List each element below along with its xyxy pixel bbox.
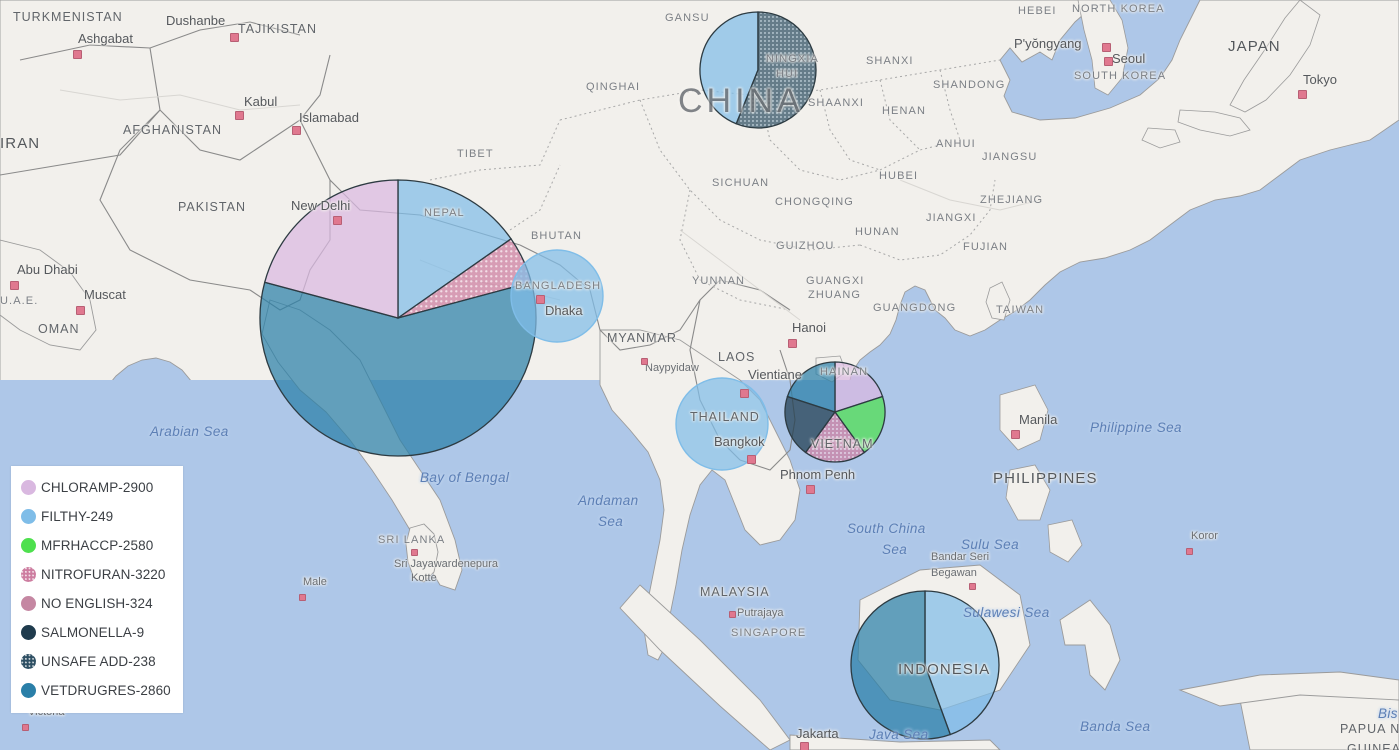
pie-slice[interactable] xyxy=(675,377,769,471)
legend-swatch-icon xyxy=(21,480,36,495)
legend-item-label: CHLORAMP-2900 xyxy=(41,480,154,495)
legend-panel[interactable]: CHLORAMP-2900 FILTHY-249 MFRHACCP-2580 NITR… xyxy=(11,466,183,713)
city-marker-dot xyxy=(747,455,756,464)
pie-slice[interactable] xyxy=(924,590,1000,736)
city-marker-dot xyxy=(73,50,82,59)
city-marker-dot xyxy=(969,583,976,590)
pie-slice[interactable] xyxy=(263,179,399,319)
legend-item-salmonella[interactable]: SALMONELLA-9 xyxy=(21,618,175,647)
legend-item-nitrofuran[interactable]: NITROFURAN-3220 xyxy=(21,560,175,589)
city-marker-dot xyxy=(411,549,418,556)
legend-item-label: SALMONELLA-9 xyxy=(41,625,145,640)
city-marker-dot xyxy=(22,724,29,731)
city-marker-dot xyxy=(76,306,85,315)
legend-item-label: FILTHY-249 xyxy=(41,509,114,524)
legend-item-filthy[interactable]: FILTHY-249 xyxy=(21,502,175,531)
city-marker-dot xyxy=(641,358,648,365)
legend-item-chloramp[interactable]: CHLORAMP-2900 xyxy=(21,473,175,502)
legend-item-vetdrugres[interactable]: VETDRUGRES-2860 xyxy=(21,676,175,705)
city-marker-dot xyxy=(1298,90,1307,99)
city-marker-dot xyxy=(10,281,19,290)
pie-vietnam[interactable] xyxy=(784,361,886,463)
city-marker-dot xyxy=(299,594,306,601)
legend-item-label: MFRHACCP-2580 xyxy=(41,538,154,553)
city-marker-dot xyxy=(292,126,301,135)
pie-bangladesh[interactable] xyxy=(510,249,604,343)
legend-item-label: NO ENGLISH-324 xyxy=(41,596,153,611)
legend-swatch-icon xyxy=(21,538,36,553)
city-marker-dot xyxy=(729,611,736,618)
city-marker-dot xyxy=(788,339,797,348)
pie-slice[interactable] xyxy=(834,361,884,413)
legend-swatch-icon xyxy=(21,567,36,582)
city-marker-dot xyxy=(1104,57,1113,66)
city-marker-dot xyxy=(1102,43,1111,52)
pie-slice[interactable] xyxy=(784,395,837,454)
city-marker-dot xyxy=(1186,548,1193,555)
city-marker-dot xyxy=(333,216,342,225)
pie-thailand[interactable] xyxy=(675,377,769,471)
legend-item-label: VETDRUGRES-2860 xyxy=(41,683,171,698)
legend-item-mfrhaccp[interactable]: MFRHACCP-2580 xyxy=(21,531,175,560)
pie-slice[interactable] xyxy=(850,590,952,740)
pie-india[interactable] xyxy=(259,179,537,457)
city-marker-dot xyxy=(1011,430,1020,439)
legend-swatch-icon xyxy=(21,683,36,698)
pie-slice[interactable] xyxy=(397,179,512,320)
pie-slice[interactable] xyxy=(804,410,866,463)
legend-item-label: NITROFURAN-3220 xyxy=(41,567,166,582)
legend-item-unsafe-add[interactable]: UNSAFE ADD-238 xyxy=(21,647,175,676)
legend-item-no-english[interactable]: NO ENGLISH-324 xyxy=(21,589,175,618)
legend-swatch-icon xyxy=(21,625,36,640)
pie-slice[interactable] xyxy=(259,281,537,457)
legend-swatch-icon xyxy=(21,654,36,669)
city-marker-dot xyxy=(806,485,815,494)
city-marker-dot xyxy=(230,33,239,42)
city-marker-dot xyxy=(800,742,809,750)
pie-slice[interactable] xyxy=(510,249,604,343)
pie-indonesia[interactable] xyxy=(850,590,1000,740)
city-marker-dot xyxy=(536,295,545,304)
city-marker-dot xyxy=(235,111,244,120)
pie-slice[interactable] xyxy=(833,395,886,454)
pie-slice[interactable] xyxy=(735,11,817,129)
legend-item-label: UNSAFE ADD-238 xyxy=(41,654,156,669)
legend-swatch-icon xyxy=(21,509,36,524)
city-marker-dot xyxy=(740,389,749,398)
legend-swatch-icon xyxy=(21,596,36,611)
pie-slice[interactable] xyxy=(699,11,759,125)
pie-slice[interactable] xyxy=(786,361,836,413)
pie-china[interactable] xyxy=(699,11,817,129)
